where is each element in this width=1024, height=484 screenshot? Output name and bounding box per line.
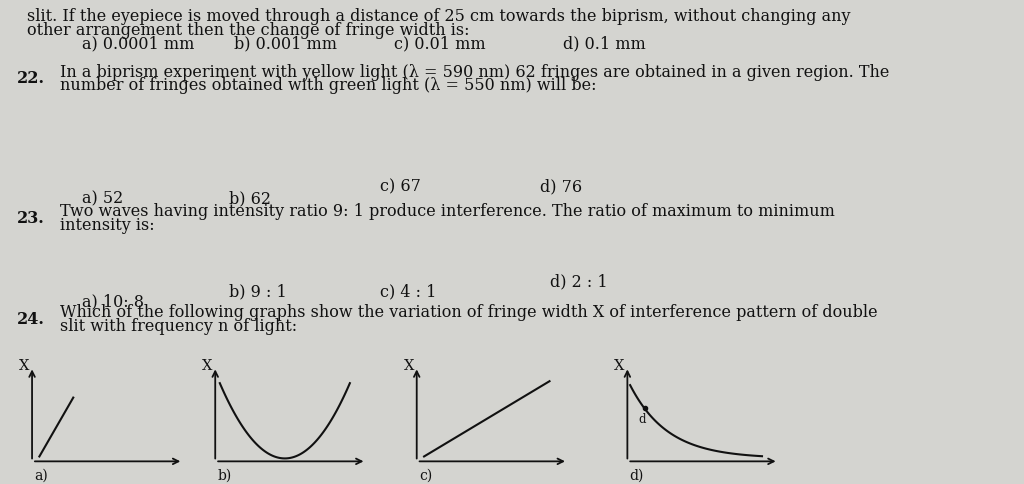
Text: X: X — [403, 359, 414, 373]
Text: a): a) — [35, 469, 48, 483]
Text: Two waves having intensity ratio 9: 1 produce interference. The ratio of maximum: Two waves having intensity ratio 9: 1 pr… — [59, 203, 835, 220]
Text: a) 52: a) 52 — [82, 191, 124, 208]
Text: b): b) — [217, 469, 231, 483]
Text: slit with frequency n of light:: slit with frequency n of light: — [59, 318, 297, 334]
Text: 23.: 23. — [16, 210, 44, 227]
Text: b) 62: b) 62 — [229, 191, 271, 208]
Text: 24.: 24. — [16, 311, 44, 328]
Text: number of fringes obtained with green light (λ = 550 nm) will be:: number of fringes obtained with green li… — [59, 77, 596, 94]
Text: c): c) — [419, 469, 432, 483]
Text: c) 4 : 1: c) 4 : 1 — [380, 284, 436, 301]
Text: d) 0.1 mm: d) 0.1 mm — [563, 35, 646, 52]
Text: a) 0.0001 mm: a) 0.0001 mm — [82, 35, 195, 52]
Text: d) 76: d) 76 — [541, 178, 583, 195]
Text: other arrangement then the change of fringe width is:: other arrangement then the change of fri… — [28, 21, 470, 39]
Text: intensity is:: intensity is: — [59, 217, 155, 234]
Text: 22.: 22. — [16, 70, 44, 88]
Text: d): d) — [630, 469, 644, 483]
Text: In a biprism experiment with yellow light (λ = 590 nm) 62 fringes are obtained i: In a biprism experiment with yellow ligh… — [59, 63, 889, 80]
Text: X: X — [614, 359, 625, 373]
Text: a) 10: 8: a) 10: 8 — [82, 293, 144, 310]
Text: Which of the following graphs show the variation of fringe width X of interferen: Which of the following graphs show the v… — [59, 304, 878, 321]
Text: b) 9 : 1: b) 9 : 1 — [229, 284, 287, 301]
Text: b) 0.001 mm: b) 0.001 mm — [233, 35, 337, 52]
Text: X: X — [18, 359, 30, 373]
Text: d: d — [638, 413, 645, 426]
Text: c) 67: c) 67 — [380, 178, 421, 195]
Text: c) 0.01 mm: c) 0.01 mm — [394, 35, 485, 52]
Text: slit. If the eyepiece is moved through a distance of 25 cm towards the biprism, : slit. If the eyepiece is moved through a… — [28, 8, 851, 25]
Text: d) 2 : 1: d) 2 : 1 — [550, 273, 607, 291]
Text: X: X — [202, 359, 213, 373]
